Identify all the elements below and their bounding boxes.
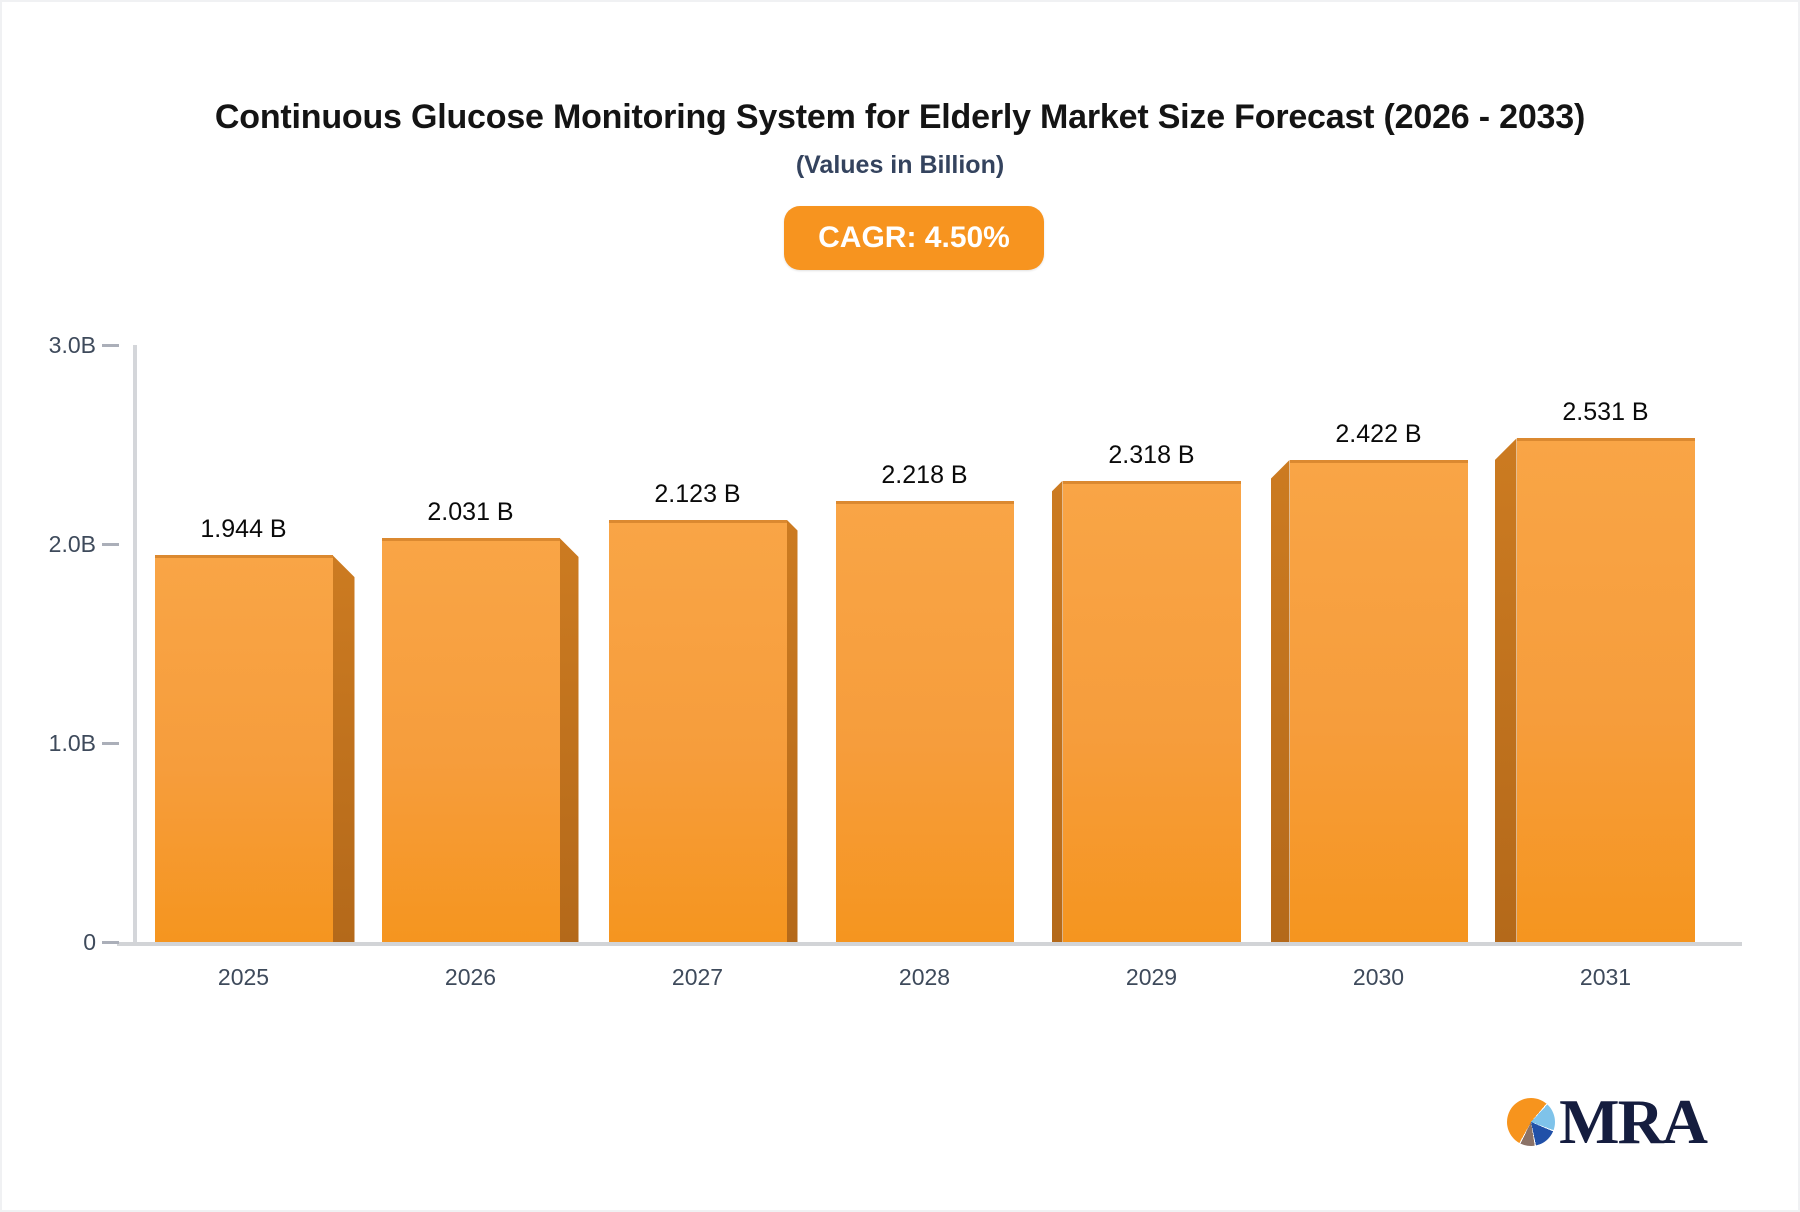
x-tick-label-2030: 2030 bbox=[1352, 964, 1405, 990]
bar-2025[interactable] bbox=[154, 555, 333, 942]
bar-2027[interactable] bbox=[608, 519, 787, 942]
x-tick-label-2027: 2027 bbox=[671, 964, 724, 990]
chart-header: Continuous Glucose Monitoring System for… bbox=[2, 92, 1798, 270]
y-tick-label: 0 bbox=[83, 929, 96, 955]
plot-area: 3.0B 2.0B 1.0B 0 1.944 B 2025 2.031 B 2026 2.123… bbox=[49, 332, 1742, 990]
bar-value-label: 1.944 B bbox=[200, 515, 287, 544]
bar-side-face bbox=[332, 555, 355, 942]
x-tick-label-2026: 2026 bbox=[444, 964, 497, 990]
bar-value-label: 2.031 B bbox=[427, 497, 514, 526]
bar-2029[interactable] bbox=[1062, 480, 1241, 942]
x-tick-label-2029: 2029 bbox=[1125, 964, 1178, 990]
pie-chart-logo-icon bbox=[1507, 1098, 1556, 1146]
logo-text: MRA bbox=[1559, 1086, 1708, 1157]
cagr-badge: CAGR: 4.50% bbox=[784, 206, 1044, 270]
bar-side-face bbox=[786, 519, 798, 942]
x-tick-label-2028: 2028 bbox=[898, 964, 951, 990]
x-axis-line bbox=[117, 942, 1742, 946]
bar-side-face bbox=[1494, 438, 1517, 942]
bar-value-label: 2.531 B bbox=[1562, 398, 1649, 427]
bar-value-label: 2.123 B bbox=[654, 479, 741, 508]
bar-side-face bbox=[1270, 460, 1290, 942]
y-tick-label: 2.0B bbox=[48, 531, 96, 557]
x-tick-label-2025: 2025 bbox=[217, 964, 270, 990]
bar-side-face bbox=[1051, 480, 1063, 942]
y-tick-label: 3.0B bbox=[48, 332, 96, 358]
badge-row: CAGR: 4.50% bbox=[2, 206, 1798, 270]
x-tick-label-2031: 2031 bbox=[1579, 964, 1632, 990]
y-tick-dash bbox=[102, 741, 119, 745]
bar-2026[interactable] bbox=[381, 537, 560, 942]
y-tick-dash bbox=[102, 343, 119, 347]
mra-logo: MRA bbox=[1507, 1086, 1708, 1157]
bar-2028[interactable] bbox=[835, 500, 1014, 942]
y-axis-line bbox=[133, 345, 137, 944]
bar-side-face bbox=[559, 537, 579, 942]
bar-2031[interactable] bbox=[1516, 438, 1695, 942]
chart-title: Continuous Glucose Monitoring System for… bbox=[214, 98, 1586, 136]
y-tick-dash bbox=[102, 542, 119, 546]
y-tick-dash bbox=[102, 940, 119, 944]
chart-subtitle: (Values in Billion) bbox=[795, 151, 1005, 179]
y-tick-label: 1.0B bbox=[48, 730, 96, 756]
bar-value-label: 2.422 B bbox=[1335, 420, 1422, 449]
bar-2030[interactable] bbox=[1289, 460, 1468, 942]
bar-value-label: 2.318 B bbox=[1108, 440, 1195, 469]
bar-value-label: 2.218 B bbox=[881, 460, 968, 489]
